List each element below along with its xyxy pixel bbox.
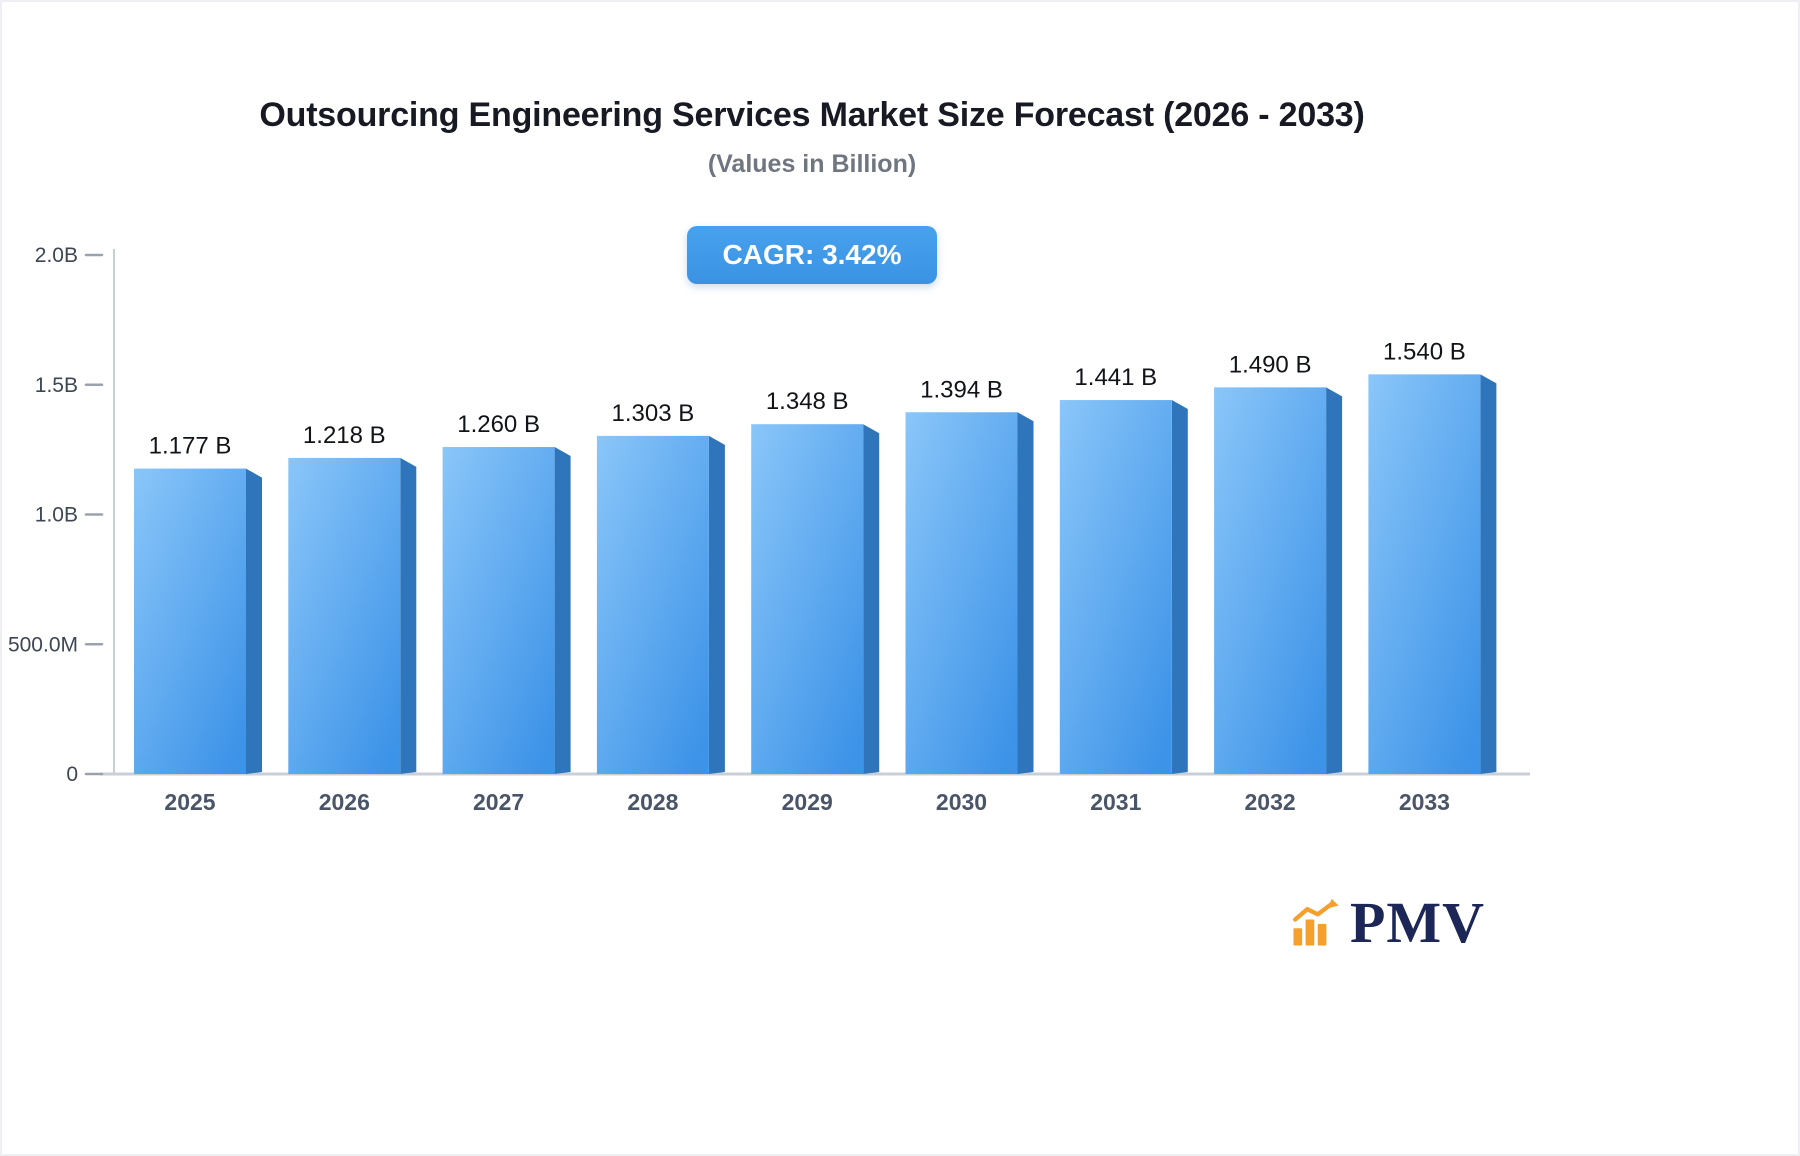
bar-front-face — [905, 412, 1018, 774]
bar-group-2032: 1.490 B 2032 — [1214, 351, 1343, 815]
bar-front-face — [442, 447, 555, 774]
bar-group-2027: 1.260 B 2027 — [442, 411, 571, 815]
bar-front-face — [288, 457, 401, 774]
bar-side-face — [1171, 400, 1188, 774]
bar-side-face — [708, 435, 725, 774]
x-axis-label: 2029 — [782, 789, 833, 815]
bar-chart-icon — [1293, 899, 1339, 946]
bar-group-2025: 1.177 B 2025 — [134, 433, 262, 815]
bar-front-face — [751, 424, 864, 774]
pmv-logo: PMV — [1290, 890, 1486, 955]
bar-value-label: 1.540 B — [1383, 338, 1466, 365]
x-axis-label: 2030 — [936, 789, 987, 815]
chart-title: Outsourcing Engineering Services Market … — [259, 96, 1365, 134]
bar-group-2029: 1.348 B 2029 — [751, 388, 880, 815]
bar-value-label: 1.303 B — [612, 400, 695, 427]
bar-value-label: 1.348 B — [766, 388, 849, 415]
y-axis-label: 2.0B — [35, 244, 78, 267]
bar-side-face — [1017, 412, 1034, 774]
bar-side-face — [554, 447, 571, 774]
x-axis-label: 2027 — [473, 789, 524, 815]
x-axis-label: 2033 — [1399, 789, 1450, 815]
cagr-badge-wrap: CAGR: 3.42% — [2, 226, 1622, 284]
bar-side-face — [863, 424, 880, 774]
chart-subtitle: (Values in Billion) — [707, 150, 917, 178]
bar-side-face — [1480, 374, 1497, 774]
cagr-badge: CAGR: 3.42% — [686, 226, 938, 284]
bar-value-label: 1.177 B — [149, 433, 232, 460]
bar-group-2031: 1.441 B 2031 — [1059, 364, 1188, 815]
bar-group-2030: 1.394 B 2030 — [905, 376, 1034, 815]
bar-front-face — [1059, 400, 1172, 774]
bar-side-face — [1326, 387, 1343, 774]
bar-value-label: 1.490 B — [1229, 351, 1312, 378]
bar-group-2033: 1.540 B 2033 — [1368, 338, 1497, 815]
bar-side-face — [246, 468, 262, 774]
y-axis-label: 1.5B — [35, 374, 78, 397]
y-axis-label: 500.0M — [8, 633, 78, 656]
y-axis-label: 1.0B — [35, 504, 78, 527]
bar-value-label: 1.218 B — [303, 422, 386, 449]
bar-group-2028: 1.303 B 2028 — [596, 400, 725, 815]
y-axis-label: 0 — [66, 763, 78, 786]
x-axis-label: 2026 — [319, 789, 370, 815]
x-axis-label: 2031 — [1090, 789, 1141, 815]
bar-side-face — [400, 457, 417, 774]
bar-front-face — [596, 435, 709, 774]
bar-value-label: 1.441 B — [1074, 364, 1157, 391]
bar-value-label: 1.394 B — [920, 376, 1003, 403]
x-axis-label: 2025 — [164, 789, 215, 815]
x-axis-label: 2028 — [627, 789, 678, 815]
bar-front-face — [1368, 374, 1481, 774]
bar-front-face — [134, 468, 246, 774]
x-axis-label: 2032 — [1245, 789, 1296, 815]
bar-front-face — [1214, 387, 1327, 774]
bar-group-2026: 1.218 B 2026 — [288, 422, 417, 815]
pmv-logo-text: PMV — [1350, 890, 1486, 955]
bar-value-label: 1.260 B — [457, 411, 540, 438]
